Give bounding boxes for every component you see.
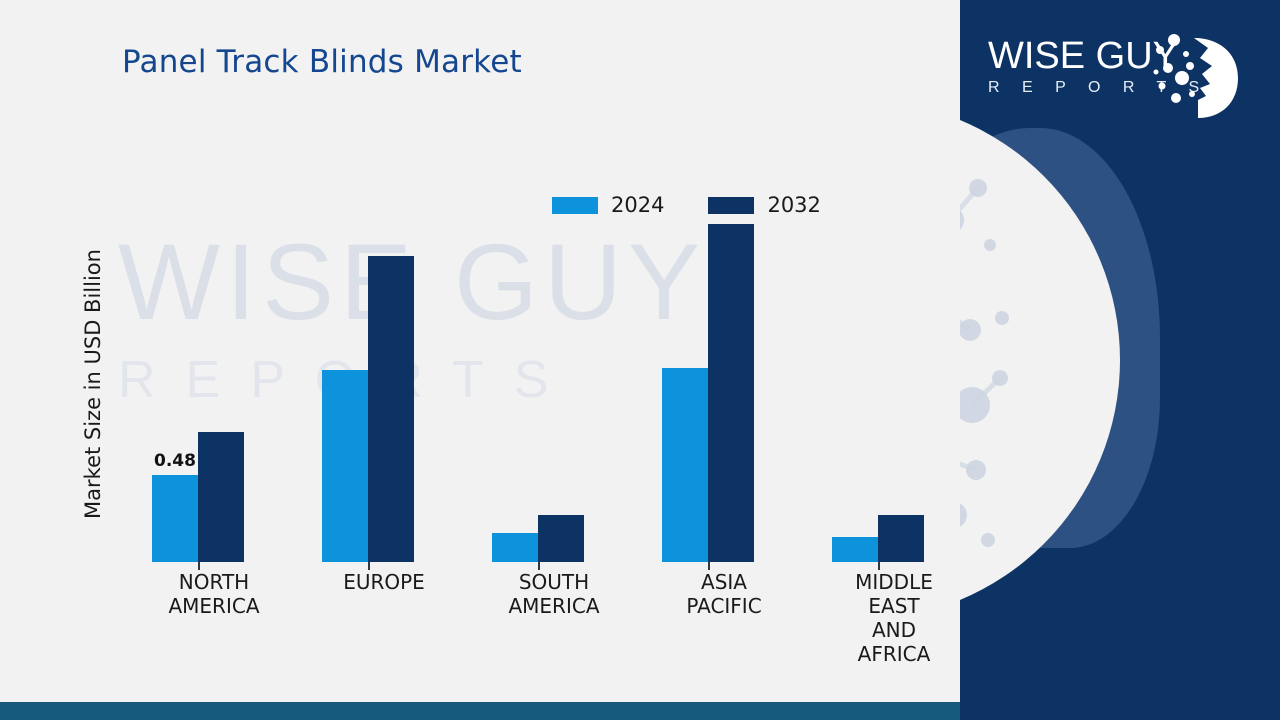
bar-2032[interactable] [708,224,754,562]
bar-group: SOUTH AMERICA [492,200,616,618]
x-axis-category-label: MIDDLE EAST AND AFRICA [808,570,980,666]
bar-2024[interactable] [662,368,708,562]
category-label-line: NORTH [178,570,250,594]
bar-2032[interactable] [368,256,414,562]
bar-group: ASIA PACIFIC [662,200,786,618]
chart-legend: 2024 2032 [552,193,821,217]
legend-label-2032: 2032 [767,193,821,217]
bar-2024[interactable] [322,370,368,562]
x-axis-category-label: ASIA PACIFIC [638,570,810,618]
chart: Market Size in USD Billion 2024 2032 0.4… [81,193,938,666]
bar-group: EUROPE [322,200,446,594]
legend-swatch-2024 [552,196,598,214]
bar-pair [832,200,956,562]
legend-item-2024[interactable]: 2024 [552,193,664,217]
x-axis-category-label: SOUTH AMERICA [468,570,640,618]
legend-label-2024: 2024 [611,193,665,217]
brand-panel [960,0,1280,720]
footer-strip [0,702,960,720]
category-label-line: AMERICA [508,594,600,618]
category-label-line: AND [871,618,917,642]
plot-area: 0.48 NORTH AMERICA EUROPE SOUTH AMERICA ASIA PA… [118,200,938,666]
bar-group: 0.48 NORTH AMERICA [152,200,276,618]
y-axis-label: Market Size in USD Billion [81,249,105,519]
logo-wordmark: WISE GUY [988,35,1179,77]
category-label-line: SOUTH [518,570,590,594]
legend-swatch-2032 [708,196,755,214]
category-label-line: AMERICA [168,594,260,618]
page-title: Panel Track Blinds Market [122,44,522,80]
bar-2024[interactable]: 0.48 [152,451,198,562]
logo-head-icon [1194,38,1238,118]
bar-2024[interactable] [492,533,538,562]
x-axis-tick [368,562,370,570]
legend-item-2032[interactable]: 2032 [708,193,821,217]
category-label-line: AFRICA [857,642,931,666]
bar-2032[interactable] [538,515,584,562]
bar-pair [662,200,786,562]
bar-group: MIDDLE EAST AND AFRICA [832,200,956,666]
bar-2024[interactable] [832,537,878,562]
bar-2032[interactable] [198,432,244,562]
category-label-line: EUROPE [343,570,425,594]
x-axis-category-label: NORTH AMERICA [128,570,300,618]
bar-pair: 0.48 [152,200,276,562]
bar-pair [322,200,446,562]
x-axis-tick [538,562,540,570]
brand-logo: WISE GUY R E P O R T S [988,34,1238,118]
x-axis-tick [878,562,880,570]
category-label-line: MIDDLE [855,570,933,594]
logo-subtitle: R E P O R T S [988,79,1209,96]
x-axis-tick [198,562,200,570]
x-axis-category-label: EUROPE [298,570,470,594]
x-axis [118,562,938,563]
category-label-line: ASIA [701,570,747,594]
molecule-dots-graphic [960,179,1009,547]
bar-2032[interactable] [878,515,924,562]
category-label-line: PACIFIC [686,594,762,618]
bar-value-label: 0.48 [154,451,196,471]
bar-pair [492,200,616,562]
category-label-line: EAST [868,594,920,618]
logo-dots-icon [1153,34,1195,103]
x-axis-tick [708,562,710,570]
